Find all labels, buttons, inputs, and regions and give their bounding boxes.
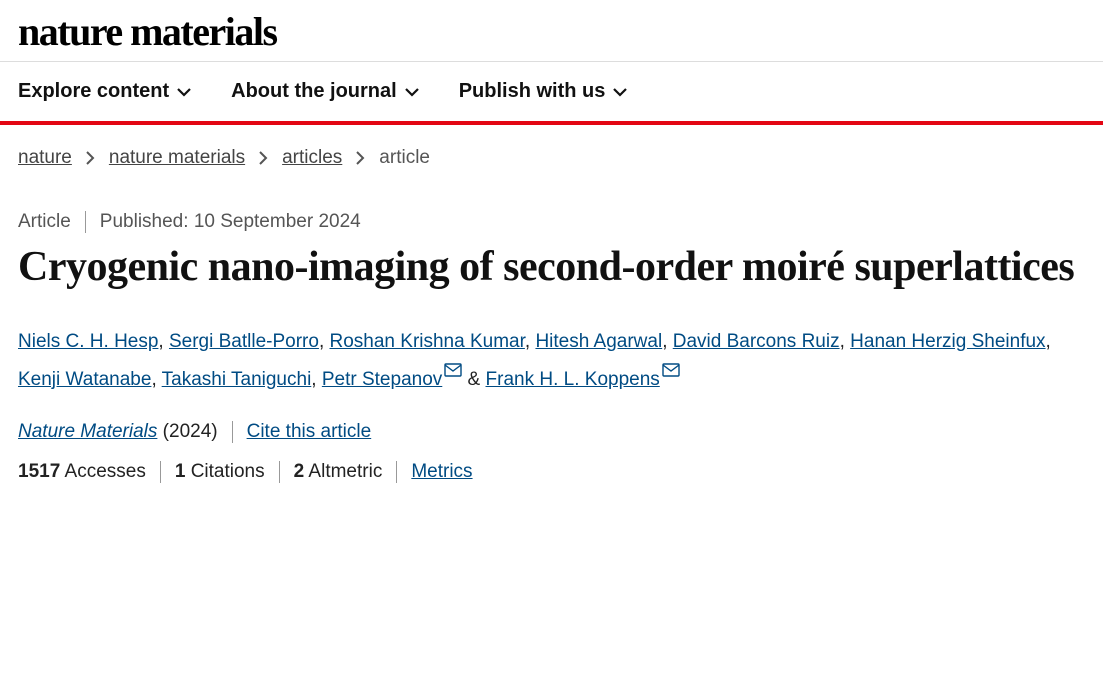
- nav-explore-content[interactable]: Explore content: [18, 62, 191, 121]
- nav-publish-with-us[interactable]: Publish with us: [459, 62, 628, 121]
- author-sep: ,: [840, 331, 851, 352]
- author-sep: &: [462, 369, 485, 390]
- chevron-down-icon: [177, 85, 191, 99]
- mail-icon[interactable]: [662, 363, 680, 377]
- chevron-down-icon: [613, 85, 627, 99]
- author-sep: ,: [1046, 331, 1051, 352]
- breadcrumb-link[interactable]: nature: [18, 147, 72, 169]
- divider: [279, 461, 280, 483]
- breadcrumb-current: article: [379, 147, 430, 169]
- journal-link[interactable]: Nature Materials: [18, 421, 157, 442]
- author-link[interactable]: David Barcons Ruiz: [673, 331, 840, 352]
- mail-icon[interactable]: [444, 363, 462, 377]
- cite-article-link[interactable]: Cite this article: [247, 421, 372, 443]
- author-sep: ,: [311, 369, 322, 390]
- metrics-link[interactable]: Metrics: [411, 461, 472, 483]
- author-link[interactable]: Hitesh Agarwal: [535, 331, 662, 352]
- published-date: Published: 10 September 2024: [100, 211, 361, 233]
- author-sep: ,: [319, 331, 330, 352]
- main-nav: Explore content About the journal Publis…: [0, 61, 1103, 125]
- nav-label: About the journal: [231, 80, 397, 103]
- author-link[interactable]: Petr Stepanov: [322, 369, 442, 390]
- author-list: Niels C. H. Hesp, Sergi Batlle-Porro, Ro…: [0, 293, 1103, 399]
- author-link[interactable]: Sergi Batlle-Porro: [169, 331, 319, 352]
- nav-label: Publish with us: [459, 80, 606, 103]
- nav-about-journal[interactable]: About the journal: [231, 62, 419, 121]
- author-link[interactable]: Niels C. H. Hesp: [18, 331, 158, 352]
- breadcrumb: nature nature materials articles article: [0, 125, 1103, 169]
- article-meta: Article Published: 10 September 2024: [0, 169, 1103, 233]
- author-sep: ,: [158, 331, 169, 352]
- nav-label: Explore content: [18, 80, 169, 103]
- chevron-right-icon: [259, 151, 268, 165]
- metrics-row: 1517 Accesses 1 Citations 2 Altmetric Me…: [0, 443, 1103, 503]
- chevron-right-icon: [356, 151, 365, 165]
- journal-info: Nature Materials (2024) Cite this articl…: [0, 399, 1103, 443]
- divider: [232, 421, 233, 443]
- author-sep: ,: [662, 331, 673, 352]
- journal-year: (2024): [163, 421, 218, 442]
- divider: [396, 461, 397, 483]
- metric-altmetric: 2 Altmetric: [294, 461, 383, 483]
- author-link[interactable]: Kenji Watanabe: [18, 369, 151, 390]
- author-link[interactable]: Takashi Taniguchi: [162, 369, 312, 390]
- author-link[interactable]: Roshan Krishna Kumar: [330, 331, 525, 352]
- author-link[interactable]: Frank H. L. Koppens: [486, 369, 660, 390]
- brand-logo[interactable]: nature materials: [0, 0, 1103, 61]
- breadcrumb-link[interactable]: nature materials: [109, 147, 245, 169]
- metric-citations: 1 Citations: [175, 461, 265, 483]
- breadcrumb-link[interactable]: articles: [282, 147, 342, 169]
- chevron-down-icon: [405, 85, 419, 99]
- author-link[interactable]: Hanan Herzig Sheinfux: [850, 331, 1045, 352]
- divider: [160, 461, 161, 483]
- author-sep: ,: [525, 331, 536, 352]
- divider: [85, 211, 86, 233]
- article-title: Cryogenic nano-imaging of second-order m…: [0, 233, 1103, 293]
- metric-accesses: 1517 Accesses: [18, 461, 146, 483]
- article-type: Article: [18, 211, 71, 233]
- chevron-right-icon: [86, 151, 95, 165]
- author-sep: ,: [151, 369, 161, 390]
